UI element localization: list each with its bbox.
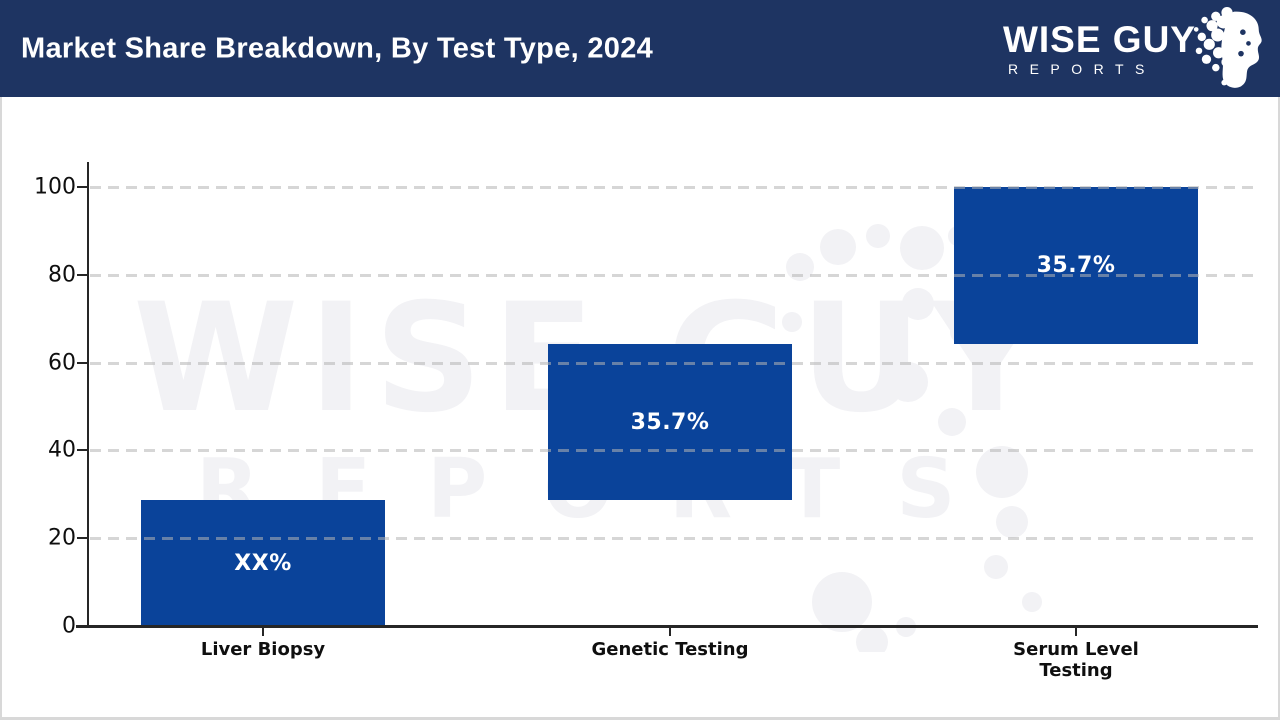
y-tick-label: 100 bbox=[34, 174, 76, 200]
watermark-face-dots-icon bbox=[782, 224, 1042, 652]
frame-border-bottom bbox=[0, 717, 1280, 720]
y-tick-label: 80 bbox=[48, 262, 76, 288]
wiseguy-face-logo-icon bbox=[1193, 7, 1262, 88]
wise-guy-reports-logo: WISE GUY REPORTS bbox=[1002, 7, 1266, 90]
y-tick-label: 0 bbox=[62, 613, 76, 639]
logo-subtitle-text: REPORTS bbox=[1007, 60, 1156, 77]
frame-border-right bbox=[1278, 97, 1280, 720]
chart-title: Market Share Breakdown, By Test Type, 20… bbox=[21, 32, 654, 64]
logo-brand-text: WISE GUY bbox=[1002, 19, 1196, 61]
y-tick-mark bbox=[77, 449, 88, 452]
x-tick-mark bbox=[262, 628, 264, 636]
gridline bbox=[90, 186, 1256, 189]
bar-value-label: XX% bbox=[234, 550, 292, 576]
x-tick-mark bbox=[669, 628, 671, 636]
y-tick-label: 40 bbox=[48, 437, 76, 463]
y-axis-line bbox=[87, 162, 89, 627]
x-tick-label: Liver Biopsy bbox=[200, 639, 326, 660]
y-tick-mark bbox=[77, 625, 88, 627]
x-tick-label: Genetic Testing bbox=[591, 639, 749, 660]
y-tick-label: 60 bbox=[48, 350, 76, 376]
y-tick-mark bbox=[77, 186, 88, 188]
y-tick-label: 20 bbox=[48, 525, 76, 551]
logo-text: WISE GUY REPORTS bbox=[1002, 19, 1196, 77]
header-banner: Market Share Breakdown, By Test Type, 20… bbox=[0, 0, 1280, 97]
y-tick-mark bbox=[77, 361, 88, 364]
frame-border-left bbox=[0, 97, 2, 720]
y-tick-mark bbox=[77, 273, 88, 276]
y-tick-mark bbox=[77, 537, 88, 540]
